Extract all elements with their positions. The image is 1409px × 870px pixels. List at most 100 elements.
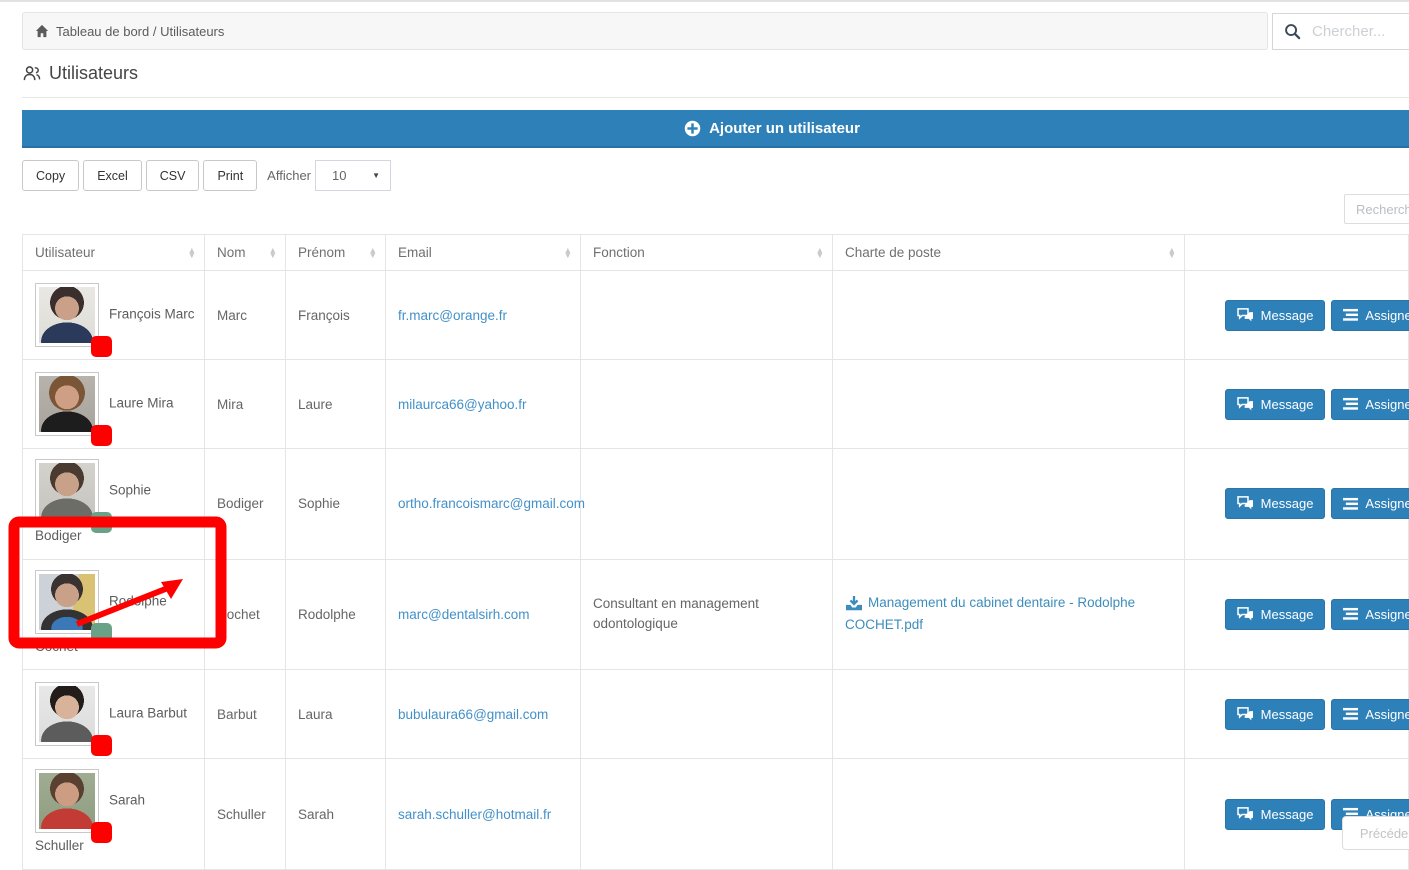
user-display-name: Laura Barbut: [109, 705, 188, 721]
email-link[interactable]: bubulaura66@gmail.com: [398, 706, 549, 722]
email-link[interactable]: sarah.schuller@hotmail.fr: [398, 806, 552, 822]
users-icon: [23, 66, 41, 81]
user-cell: Laura Barbut: [22, 669, 205, 760]
charte-cell: [832, 270, 1185, 360]
user-cell: Sophie Bodiger: [22, 448, 205, 560]
table-row: Laure Mira Mira Laure milaurca66@yahoo.f…: [22, 359, 1409, 449]
status-badge: [91, 336, 112, 357]
nom-cell: Barbut: [204, 669, 286, 760]
column-header-utilisateur[interactable]: Utilisateur ▲ ▼: [22, 234, 205, 271]
pagination-previous-button[interactable]: Précédent: [1342, 816, 1409, 850]
status-badge: [91, 822, 112, 844]
column-header-actions: [1184, 234, 1409, 271]
copy-button[interactable]: Copy: [22, 160, 80, 191]
table-row: Sophie Bodiger Bodiger Sophie ortho.fran…: [22, 448, 1409, 560]
avatar-photo: [39, 463, 95, 519]
home-icon: [35, 24, 49, 38]
sort-icon: ▲ ▼: [368, 244, 377, 260]
column-header-email[interactable]: Email ▲ ▼: [385, 234, 581, 271]
avatar: [35, 372, 112, 446]
sort-icon: ▲ ▼: [1167, 244, 1176, 260]
prenom-cell: Laure: [285, 359, 386, 449]
table-row-highlighted: Rodolphe Cochet Cochet Rodolphe marc@den…: [22, 558, 1409, 671]
breadcrumb-bar: Tableau de bord / Utilisateurs: [22, 12, 1268, 50]
column-header-nom[interactable]: Nom ▲ ▼: [204, 234, 286, 271]
table-toolbar: Copy Excel CSV Print Afficher 10 ▼: [22, 160, 392, 191]
message-button[interactable]: Message: [1224, 488, 1326, 520]
column-header-fonction[interactable]: Fonction ▲ ▼: [580, 234, 833, 271]
actions-cell: MessageAssigner: [1184, 669, 1409, 760]
actions-cell: MessageAssigner: [1184, 758, 1409, 870]
email-link[interactable]: marc@dentalsirh.com: [398, 606, 530, 622]
assign-button[interactable]: Assigner: [1331, 598, 1409, 630]
message-button[interactable]: Message: [1224, 598, 1326, 630]
fonction-cell: [580, 359, 833, 449]
email-cell: milaurca66@yahoo.fr: [385, 359, 581, 449]
page-title: Utilisateurs: [22, 63, 138, 84]
actions-cell: MessageAssigner: [1184, 270, 1409, 360]
user-display-name: Laure Mira: [109, 395, 174, 411]
assign-button[interactable]: Assigner: [1331, 698, 1409, 730]
column-header-charte[interactable]: Charte de poste ▲ ▼: [832, 234, 1185, 271]
email-link[interactable]: ortho.francoismarc@gmail.com: [398, 496, 586, 512]
actions-cell: MessageAssigner: [1184, 359, 1409, 449]
csv-button[interactable]: CSV: [145, 160, 200, 191]
status-badge: [91, 425, 112, 446]
charte-pdf-link[interactable]: Management du cabinet dentaire - Rodolph…: [845, 594, 1136, 633]
global-search-input[interactable]: [1310, 22, 1409, 41]
excel-button[interactable]: Excel: [83, 160, 142, 191]
nom-cell: Marc: [204, 270, 286, 360]
print-button[interactable]: Print: [203, 160, 258, 191]
download-icon: [846, 595, 862, 610]
comments-icon: [1236, 496, 1253, 510]
status-badge: [91, 622, 112, 644]
comments-icon: [1236, 396, 1253, 410]
avatar-photo: [39, 773, 95, 830]
email-link[interactable]: milaurca66@yahoo.fr: [398, 396, 527, 412]
user-cell: François Marc: [22, 270, 205, 360]
avatar: [35, 682, 112, 757]
fonction-cell: [580, 669, 833, 760]
message-button[interactable]: Message: [1224, 388, 1326, 420]
table-row: François Marc Marc François fr.marc@oran…: [22, 270, 1409, 360]
message-button[interactable]: Message: [1224, 698, 1326, 730]
nom-cell: Mira: [204, 359, 286, 449]
comments-icon: [1236, 307, 1253, 321]
email-link[interactable]: fr.marc@orange.fr: [398, 307, 507, 323]
email-cell: fr.marc@orange.fr: [385, 270, 581, 360]
avatar-photo: [39, 686, 95, 743]
table-row: Laura Barbut Barbut Laura bubulaura66@gm…: [22, 669, 1409, 760]
avatar-photo: [39, 573, 95, 630]
avatar: [35, 283, 112, 357]
user-display-name: François Marc: [109, 306, 195, 322]
sort-icon: ▲ ▼: [563, 244, 572, 260]
page-size-label: Afficher: [267, 168, 312, 183]
global-search: [1272, 13, 1409, 50]
message-button[interactable]: Message: [1224, 299, 1326, 331]
avatar: [35, 459, 112, 533]
page-title-text: Utilisateurs: [49, 63, 139, 83]
email-cell: marc@dentalsirh.com: [385, 558, 581, 671]
status-badge: [91, 512, 112, 533]
page-size-value: 10: [332, 168, 347, 183]
prenom-cell: Sarah: [285, 758, 386, 870]
column-header-prenom[interactable]: Prénom ▲ ▼: [285, 234, 386, 271]
page-size-select[interactable]: 10 ▼: [315, 160, 392, 191]
add-user-button[interactable]: Ajouter un utilisateur: [22, 110, 1409, 148]
assign-button[interactable]: Assigner: [1331, 388, 1409, 420]
charte-cell: [832, 359, 1185, 449]
table-search-input[interactable]: [1344, 194, 1409, 224]
assign-button[interactable]: Assigner: [1331, 488, 1409, 520]
fonction-cell: [580, 448, 833, 560]
fonction-cell: [580, 270, 833, 360]
assign-button[interactable]: Assigner: [1331, 299, 1409, 331]
breadcrumb[interactable]: Tableau de bord / Utilisateurs: [56, 23, 225, 39]
plus-circle-icon: [684, 120, 701, 136]
message-button[interactable]: Message: [1224, 798, 1326, 830]
avatar: [35, 569, 112, 644]
add-user-label: Ajouter un utilisateur: [709, 119, 860, 137]
nom-cell: Cochet: [204, 558, 286, 671]
email-cell: ortho.francoismarc@gmail.com: [385, 448, 585, 560]
user-display-name: Sarah Schuller: [35, 792, 146, 854]
caret-down-icon: ▼: [372, 171, 381, 180]
